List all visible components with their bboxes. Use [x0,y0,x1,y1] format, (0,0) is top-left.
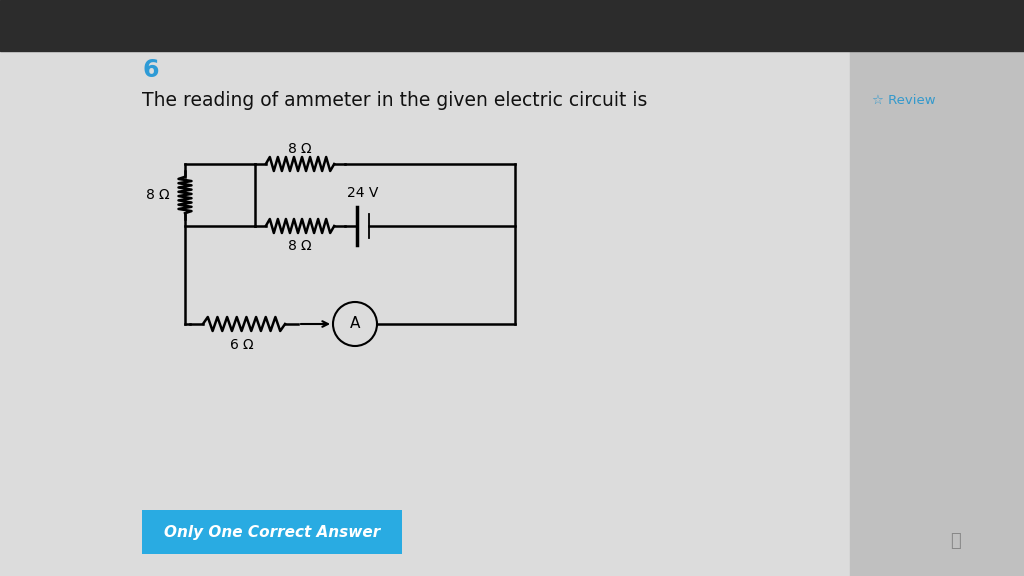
Text: 8 $\Omega$: 8 $\Omega$ [144,188,170,202]
Text: 6: 6 [142,58,159,82]
Text: 24 V: 24 V [347,186,379,200]
Circle shape [333,302,377,346]
Text: A: A [350,316,360,332]
Text: 6 $\Omega$: 6 $\Omega$ [228,338,254,352]
Text: 8 $\Omega$: 8 $\Omega$ [288,142,312,156]
Bar [850,0,1024,576]
Text: 8 $\Omega$: 8 $\Omega$ [288,239,312,253]
Text: ⓘ: ⓘ [949,532,961,550]
Bar [0,0,1024,51]
Text: The reading of ammeter in the given electric circuit is: The reading of ammeter in the given elec… [142,91,647,110]
Text: Only One Correct Answer: Only One Correct Answer [164,525,380,540]
Text: ☆ Review: ☆ Review [872,94,936,107]
Bar [142,510,402,554]
